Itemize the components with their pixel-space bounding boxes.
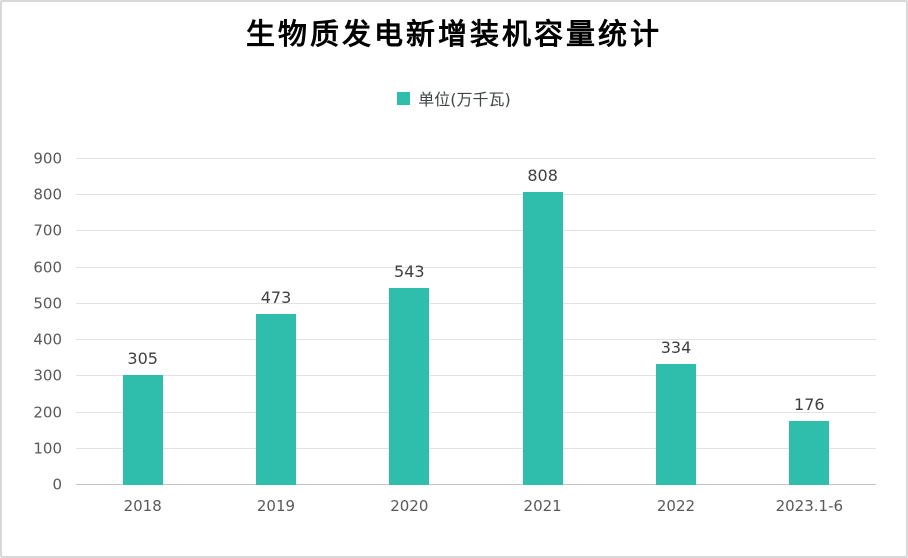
y-tick-label: 0 (52, 475, 62, 494)
y-tick-label: 100 (33, 439, 62, 458)
gridline (76, 447, 876, 449)
bar-2019 (255, 313, 296, 485)
x-axis-labels: 2018 2019 2020 2021 2022 2023.1-6 (76, 497, 876, 515)
bar-chart-plot-area: 0 100 200 300 400 500 600 700 800 900 305 473 543 80… (33, 151, 876, 492)
y-tick-label: 900 (33, 149, 62, 168)
x-tick-label: 2021 (523, 497, 562, 515)
y-tick-label: 300 (33, 366, 62, 385)
y-tick-label: 500 (33, 294, 62, 313)
bar-2021 (522, 192, 563, 485)
gridline (76, 194, 876, 196)
x-tick-label: 2022 (656, 497, 696, 515)
x-axis-line (76, 484, 876, 485)
bar-slot: 473 (209, 159, 342, 485)
x-tick-label: 2019 (256, 497, 296, 515)
gridline (76, 266, 876, 268)
legend-swatch-icon (397, 91, 411, 105)
data-label: 808 (527, 166, 558, 186)
y-tick-label: 700 (33, 221, 62, 240)
gridline (76, 158, 876, 159)
y-tick-label: 200 (33, 403, 62, 422)
gridline (76, 230, 876, 232)
data-label: 334 (660, 338, 692, 358)
data-label: 473 (260, 287, 292, 307)
x-tick-label: 2023.1-6 (775, 497, 844, 515)
x-tick-label: 2018 (123, 497, 162, 515)
gridline (76, 375, 876, 377)
bar-slot: 808 (476, 159, 609, 485)
y-tick-label: 400 (33, 330, 62, 349)
x-tick-label: 2020 (390, 497, 429, 515)
bar-2018 (122, 374, 163, 485)
legend: 单位(万千瓦) (2, 88, 906, 109)
bar-slot: 543 (343, 159, 476, 485)
data-label: 176 (794, 395, 825, 415)
gridline (76, 411, 876, 413)
bar-slot: 176 (743, 159, 876, 485)
bar-2022 (655, 364, 696, 485)
data-label: 543 (394, 262, 425, 282)
chart-title: 生物质发电新增装机容量统计 (245, 17, 662, 51)
gridline (76, 339, 876, 341)
y-tick-label: 600 (33, 258, 62, 277)
legend-label: 单位(万千瓦) (418, 90, 511, 109)
bar-slot: 334 (609, 159, 742, 485)
data-label: 305 (127, 348, 158, 368)
bar-2023.1-6 (789, 421, 830, 485)
y-tick-label: 800 (33, 185, 62, 204)
bar-2020 (389, 288, 430, 485)
bars-layer: 305 473 543 808 334 176 (76, 159, 876, 485)
gridline (76, 302, 876, 304)
bar-slot: 305 (76, 159, 209, 485)
